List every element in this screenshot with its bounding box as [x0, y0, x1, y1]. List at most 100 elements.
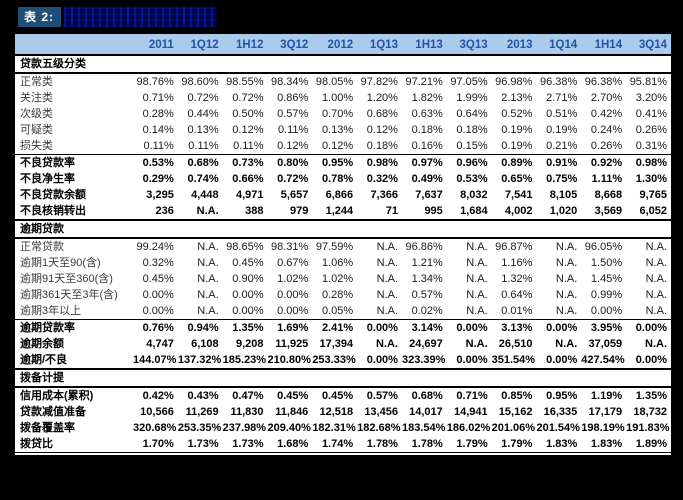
cell-value: 0.63% [411, 108, 443, 120]
cell-value: 12,518 [319, 406, 354, 418]
row-label: 关注类 [20, 92, 53, 104]
cell-value: 8,668 [594, 189, 623, 201]
cell-value: 253.33% [312, 354, 356, 366]
cell-value: 0.19% [546, 124, 578, 136]
row-label: 拨备覆盖率 [20, 422, 75, 434]
cell-value: 351.54% [491, 354, 536, 366]
cell-value: 98.34% [271, 76, 309, 88]
cell-value: 1.02% [277, 273, 309, 285]
cell-value: N.A. [376, 289, 398, 301]
cell-value: 0.52% [501, 108, 533, 120]
cell-value: 0.57% [366, 390, 398, 402]
cell-value: 0.18% [411, 124, 443, 136]
cell-value: N.A. [555, 289, 578, 301]
table-row: 逾期361天至3年(含) 0.00% N.A. 0.00% 0.00% 0.28% N.A.… [15, 287, 671, 303]
cell-value: 98.55% [226, 76, 264, 88]
cell-value: 2.41% [312, 319, 358, 336]
cell-value: 14,941 [453, 406, 488, 418]
cell-value: 0.45% [277, 390, 309, 402]
cell-value: N.A. [197, 305, 219, 317]
cell-value: 210.80% [267, 354, 311, 366]
cell-value: 1.73% [177, 436, 223, 453]
cell-value: 13,456 [364, 406, 398, 418]
cell-value: 0.89% [491, 154, 537, 171]
cell-value: 11,830 [230, 406, 264, 418]
cell-value: 1.34% [411, 273, 443, 285]
cell-value: 11,925 [275, 338, 309, 350]
cell-value: 0.45% [232, 257, 264, 269]
cell-value: 1,684 [460, 205, 488, 217]
cell-value: 1.69% [267, 319, 313, 336]
cell-value: 0.12% [277, 140, 309, 152]
cell-value: 1.83% [536, 436, 582, 453]
row-label: 贷款减值准备 [20, 406, 86, 418]
cell-value: 0.24% [590, 124, 623, 136]
cell-value: 1.20% [366, 92, 398, 104]
cell-value: 0.45% [321, 390, 354, 402]
cell-value: 185.23% [222, 354, 267, 366]
table-row: 不良净生率 0.29% 0.74% 0.66% 0.72% 0.78% 0.32% 0.49%… [15, 171, 671, 187]
table-row: 正常类 98.76% 98.60% 98.55% 98.34% 98.05% 97.82% 9… [15, 73, 671, 90]
row-label: 正常贷款 [20, 241, 64, 253]
cell-value: 0.64% [456, 108, 488, 120]
cell-value: 0.91% [536, 154, 582, 171]
cell-value: 98.05% [315, 76, 354, 88]
section-header-row: 拨备计提 [15, 368, 671, 388]
cell-value: N.A. [555, 305, 578, 317]
cell-value: 95.81% [629, 76, 667, 88]
section-header-label: 贷款五级分类 [15, 55, 671, 74]
cell-value: 323.39% [401, 354, 446, 366]
cell-value: 2.70% [590, 92, 623, 104]
cell-value: 97.82% [360, 76, 398, 88]
cell-value: 0.85% [501, 390, 533, 402]
cell-value: N.A. [645, 338, 667, 350]
column-header: 2013 [491, 34, 537, 56]
row-label: 正常类 [20, 76, 53, 88]
cell-value: 0.11% [188, 140, 219, 152]
cell-value: 0.15% [456, 140, 488, 152]
cell-value: 0.19% [501, 124, 533, 136]
cell-value: 0.98% [626, 154, 671, 171]
cell-value: 0.68% [366, 108, 398, 120]
cell-value: 0.41% [635, 108, 667, 120]
cell-value: 0.70% [321, 108, 354, 120]
cell-value: 3.20% [635, 92, 667, 104]
cell-value: 4,747 [146, 338, 174, 350]
cell-value: 0.65% [501, 173, 533, 185]
cell-value: 0.96% [446, 154, 492, 171]
cell-value: 183.54% [401, 422, 446, 434]
row-label: 信用成本(累积) [20, 390, 94, 402]
column-header: 1H14 [581, 34, 627, 56]
cell-value: N.A. [376, 257, 398, 269]
cell-value: 98.76% [136, 76, 174, 88]
row-label: 逾期贷款率 [15, 319, 133, 336]
cell-value: 0.00% [357, 319, 402, 336]
period-header-row: 2011 1Q12 1H12 3Q12 2012 1Q13 1H13 3Q13 2013 1Q14… [15, 34, 671, 56]
cell-value: N.A. [197, 273, 219, 285]
column-header: 1Q14 [536, 34, 582, 56]
cell-value: 0.00% [277, 289, 309, 301]
cell-value: 0.42% [142, 390, 174, 402]
cell-value: 0.02% [411, 305, 443, 317]
cell-value: 0.21% [546, 140, 578, 152]
cell-value: 0.26% [590, 140, 623, 152]
row-label: 不良贷款余额 [20, 189, 86, 201]
cell-value: N.A. [197, 241, 219, 253]
header-row: 2011 1Q12 1H12 3Q12 2012 1Q13 1H13 3Q13 2013 1Q14… [15, 34, 671, 56]
row-label: 不良净生率 [20, 173, 75, 185]
corner-cell [15, 34, 133, 56]
table-row: 逾期3年以上 0.00% N.A. 0.00% 0.00% 0.05% N.A. 0.02% N… [15, 303, 671, 320]
cell-value: 237.98% [222, 422, 267, 434]
cell-value: 17,394 [319, 338, 354, 350]
loan-quality-table: 2011 1Q12 1H12 3Q12 2012 1Q13 1H13 3Q13 2013 1Q14… [15, 34, 671, 453]
cell-value: 24,697 [409, 338, 443, 350]
cell-value: 0.50% [232, 108, 264, 120]
row-label: 不良核销转出 [20, 205, 86, 217]
cell-value: 8,032 [460, 189, 488, 201]
row-label: 逾期3年以上 [20, 305, 82, 317]
table-row: 不良贷款率 0.53% 0.68% 0.73% 0.80% 0.95% 0.98% 0.97%… [15, 154, 671, 171]
cell-value: 0.00% [366, 354, 398, 366]
cell-value: 6,866 [325, 189, 354, 201]
cell-value: 8,105 [549, 189, 578, 201]
cell-value: 0.43% [187, 390, 219, 402]
